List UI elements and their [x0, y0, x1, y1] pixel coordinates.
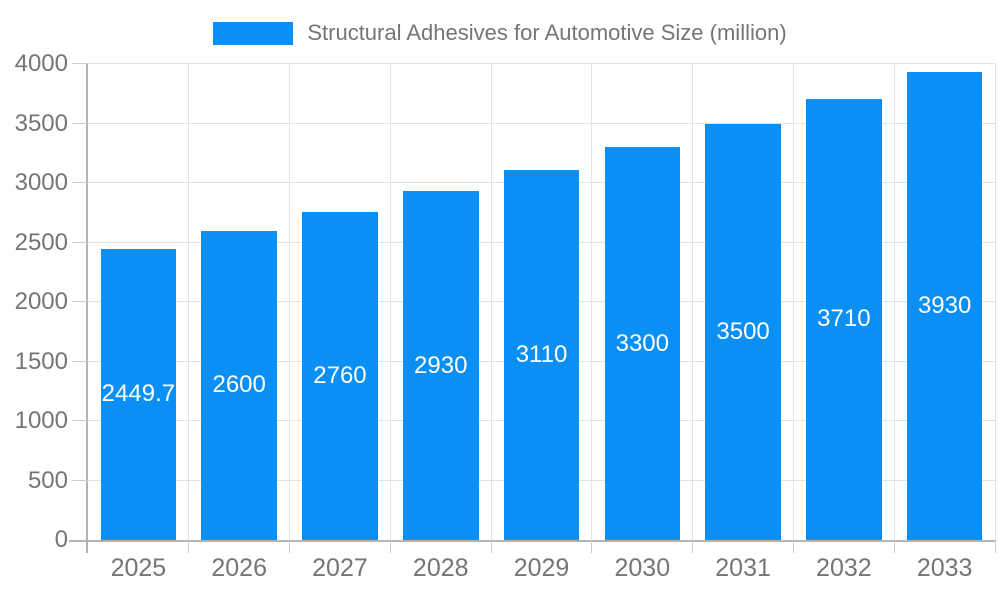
x-axis-label: 2031	[715, 554, 771, 582]
bar-value-label: 2760	[313, 361, 367, 389]
bar-value-label: 2930	[414, 351, 468, 379]
y-axis-label: 500	[27, 466, 68, 494]
x-tick	[692, 540, 694, 553]
bar[interactable]: 3930	[906, 72, 983, 540]
y-axis-label: 1000	[14, 407, 68, 434]
legend-swatch[interactable]	[213, 21, 294, 45]
x-gridline	[591, 64, 593, 540]
bars-layer: 2449.7 2025 2600 2026 2760 2027 2930 2028 3110 20…	[88, 64, 995, 581]
category: 2600 2026	[189, 64, 290, 581]
x-axis-label: 2032	[816, 554, 872, 582]
bar-value-label: 2449.7	[101, 380, 176, 408]
x-tick	[994, 540, 996, 553]
x-gridline	[792, 64, 794, 540]
bar[interactable]: 2930	[402, 191, 479, 540]
y-tick	[72, 301, 88, 302]
y-tick	[72, 360, 88, 362]
x-axis-label: 2028	[412, 554, 469, 582]
bar-value-label: 3930	[917, 292, 972, 320]
bar-value-label: 2600	[212, 371, 266, 399]
x-axis-label: 2029	[513, 554, 570, 582]
x-axis-label: 2033	[916, 554, 973, 582]
category: 3930 2033	[894, 64, 995, 581]
category: 2760 2027	[290, 64, 391, 581]
y-tick	[72, 241, 88, 243]
bar-value-label: 3300	[615, 329, 669, 357]
bar[interactable]: 3110	[503, 169, 580, 540]
category: 3110 2029	[491, 64, 592, 581]
category: 3710 2032	[793, 64, 894, 581]
bar[interactable]: 2760	[302, 211, 378, 540]
bar-value-label: 3500	[716, 317, 770, 345]
x-axis-label: 2026	[211, 554, 267, 582]
y-tick	[72, 182, 88, 183]
x-tick	[389, 540, 391, 553]
y-axis-line	[86, 64, 88, 553]
chart-title: Structural Adhesives for Automotive Size…	[307, 20, 787, 45]
y-tick	[72, 122, 88, 124]
x-axis-label: 2025	[110, 554, 167, 582]
x-gridline	[490, 64, 492, 540]
y-tick	[72, 63, 88, 64]
bar[interactable]: 2449.7	[100, 248, 177, 540]
y-tick	[72, 420, 88, 421]
category: 2930 2028	[390, 64, 491, 581]
bar[interactable]: 3300	[604, 147, 681, 540]
y-axis-label: 3000	[14, 169, 68, 196]
category: 2449.7 2025	[88, 64, 189, 581]
plot-area: 0 500 1000 1500 2000 2500 3000 3500 4000 2449.7 20…	[15, 52, 996, 581]
bar-value-label: 3710	[817, 305, 871, 333]
y-gridline	[88, 63, 995, 64]
y-gridline	[88, 122, 995, 124]
x-gridline	[289, 64, 291, 540]
x-tick	[591, 540, 593, 553]
legend: Structural Adhesives for Automotive Size…	[0, 20, 1000, 46]
bar[interactable]: 2600	[201, 230, 277, 540]
x-axis-line	[69, 540, 995, 542]
x-axis-label: 2027	[312, 554, 368, 582]
x-tick	[490, 540, 492, 553]
y-axis-label: 0	[54, 526, 68, 553]
y-axis-label: 2000	[14, 288, 68, 315]
x-tick	[893, 540, 895, 553]
x-gridline	[893, 64, 895, 540]
y-axis-label: 3500	[14, 109, 68, 137]
y-axis-label: 2500	[14, 228, 68, 256]
x-tick	[289, 540, 291, 553]
category: 3500 2031	[693, 64, 794, 581]
y-tick	[72, 479, 88, 481]
x-gridline	[188, 64, 190, 540]
bar[interactable]: 3500	[705, 123, 781, 540]
y-axis-label: 4000	[14, 50, 68, 77]
category: 3300 2030	[592, 64, 693, 581]
x-tick	[792, 540, 794, 553]
x-gridline	[389, 64, 391, 540]
x-tick	[188, 540, 190, 553]
bar-value-label: 3110	[515, 340, 568, 368]
bar[interactable]: 3710	[806, 98, 882, 540]
x-axis-label: 2030	[614, 554, 671, 582]
y-axis-label: 1500	[14, 347, 68, 375]
x-gridline	[692, 64, 694, 540]
x-gridline	[994, 64, 996, 540]
